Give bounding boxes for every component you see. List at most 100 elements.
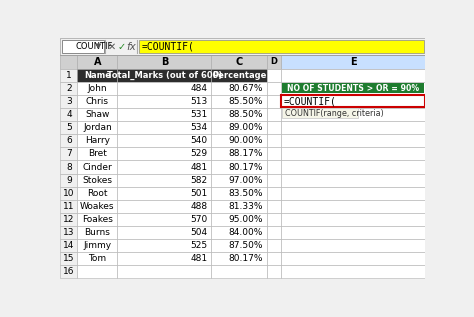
Text: D: D: [270, 57, 277, 66]
Bar: [281, 108, 425, 121]
Bar: [282, 95, 425, 107]
Text: 97.00%: 97.00%: [228, 176, 263, 184]
Text: 13: 13: [63, 228, 75, 237]
Text: 84.00%: 84.00%: [228, 228, 263, 237]
Bar: [118, 121, 211, 134]
Bar: [77, 226, 118, 239]
Text: 15: 15: [63, 254, 75, 263]
Bar: [118, 265, 211, 278]
Text: E: E: [350, 57, 356, 67]
Bar: [61, 147, 77, 160]
Text: Cinder: Cinder: [82, 163, 112, 171]
Bar: [77, 200, 118, 213]
Bar: [281, 213, 425, 226]
Bar: [281, 69, 425, 82]
Bar: [281, 239, 425, 252]
Text: 80.17%: 80.17%: [228, 163, 263, 171]
Text: B: B: [161, 57, 168, 67]
Text: Stokes: Stokes: [82, 176, 112, 184]
Bar: [267, 108, 281, 121]
Bar: [62, 40, 103, 53]
Bar: [77, 95, 118, 108]
Text: 7: 7: [66, 149, 72, 158]
Text: 9: 9: [66, 176, 72, 184]
Text: A: A: [94, 57, 101, 67]
Bar: [61, 160, 77, 174]
Text: 81.33%: 81.33%: [228, 202, 263, 211]
Bar: [211, 239, 267, 252]
Bar: [281, 160, 425, 174]
Text: 5: 5: [66, 123, 72, 132]
Bar: [118, 55, 211, 69]
Text: Shaw: Shaw: [85, 110, 109, 119]
Bar: [211, 121, 267, 134]
Bar: [118, 95, 211, 108]
Bar: [282, 83, 424, 94]
Text: 95.00%: 95.00%: [228, 215, 263, 224]
Bar: [61, 69, 77, 82]
Bar: [61, 252, 77, 265]
Text: 570: 570: [190, 215, 208, 224]
Bar: [118, 174, 211, 187]
Text: 2: 2: [66, 84, 72, 93]
Text: 534: 534: [191, 123, 208, 132]
Bar: [267, 187, 281, 200]
Bar: [77, 187, 118, 200]
Text: 90.00%: 90.00%: [228, 136, 263, 145]
Text: 540: 540: [191, 136, 208, 145]
Bar: [61, 121, 77, 134]
Text: COUNTIF(range, criteria): COUNTIF(range, criteria): [285, 109, 384, 118]
Text: 3: 3: [66, 97, 72, 106]
Bar: [211, 55, 267, 69]
Bar: [211, 213, 267, 226]
Text: Harry: Harry: [85, 136, 110, 145]
Bar: [118, 226, 211, 239]
Text: 8: 8: [66, 163, 72, 171]
Bar: [267, 265, 281, 278]
Bar: [211, 200, 267, 213]
Bar: [61, 239, 77, 252]
Bar: [267, 226, 281, 239]
Bar: [118, 160, 211, 174]
Text: 501: 501: [190, 189, 208, 198]
Text: C: C: [236, 57, 243, 67]
Text: Woakes: Woakes: [80, 202, 115, 211]
Bar: [118, 252, 211, 265]
Bar: [267, 252, 281, 265]
Text: ✓: ✓: [117, 42, 125, 51]
Bar: [118, 82, 211, 95]
Bar: [282, 108, 358, 118]
Bar: [118, 213, 211, 226]
Text: Chris: Chris: [86, 97, 109, 106]
Bar: [281, 226, 425, 239]
Bar: [267, 213, 281, 226]
Text: Jimmy: Jimmy: [83, 241, 111, 250]
Bar: [267, 121, 281, 134]
Bar: [211, 95, 267, 108]
Text: Percentage: Percentage: [212, 71, 266, 80]
Bar: [211, 187, 267, 200]
Bar: [267, 200, 281, 213]
Bar: [281, 265, 425, 278]
Text: 11: 11: [63, 202, 75, 211]
Bar: [281, 121, 425, 134]
Text: Total_Marks (out of 600): Total_Marks (out of 600): [107, 71, 222, 80]
Bar: [77, 174, 118, 187]
Bar: [61, 213, 77, 226]
Text: ▼: ▼: [96, 43, 101, 49]
Bar: [267, 147, 281, 160]
Bar: [281, 200, 425, 213]
Text: 12: 12: [63, 215, 74, 224]
Bar: [211, 147, 267, 160]
Bar: [77, 121, 118, 134]
Bar: [118, 134, 211, 147]
Text: 525: 525: [191, 241, 208, 250]
Bar: [281, 187, 425, 200]
Bar: [281, 252, 425, 265]
Text: 484: 484: [191, 84, 208, 93]
Text: 481: 481: [191, 254, 208, 263]
Text: 16: 16: [63, 267, 75, 276]
Bar: [281, 55, 425, 69]
Text: 89.00%: 89.00%: [228, 123, 263, 132]
Bar: [118, 147, 211, 160]
